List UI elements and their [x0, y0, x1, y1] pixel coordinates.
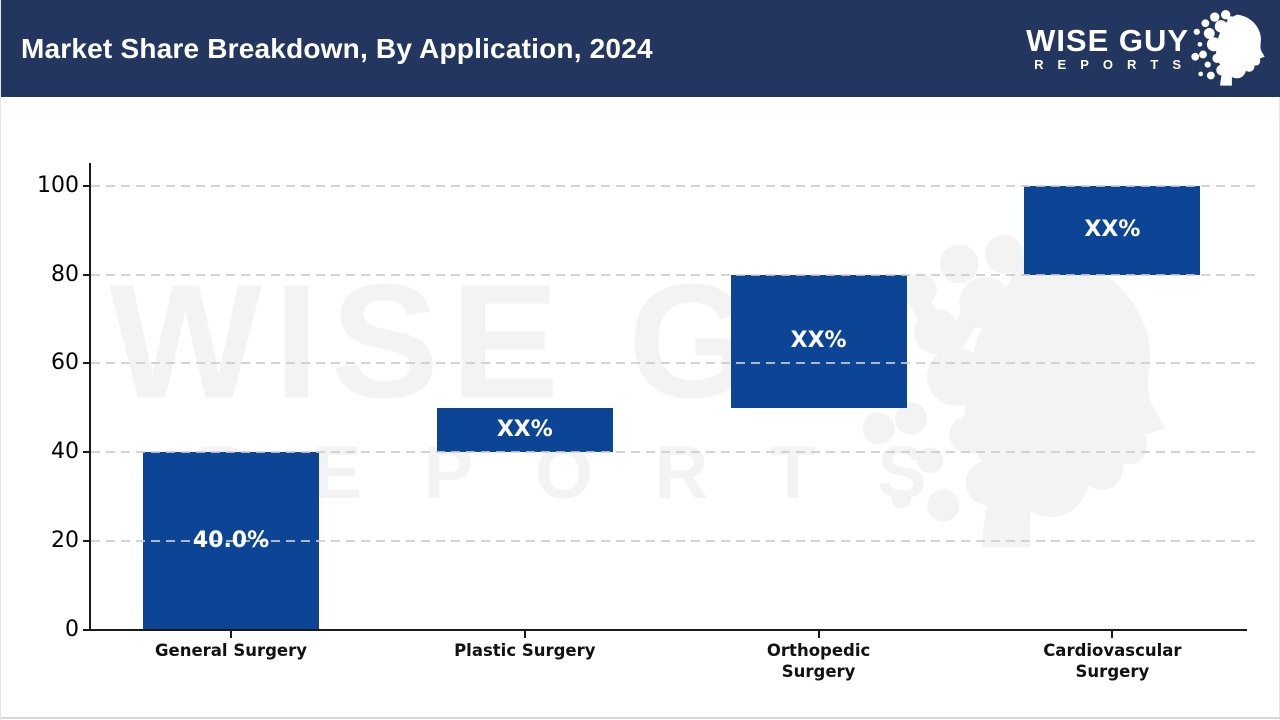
y-axis-tick-label: 80	[51, 261, 79, 287]
watermark-head-icon	[862, 235, 1166, 548]
bottom-border	[1, 717, 1280, 719]
wise-guy-logo: WISE GUY REPORTS	[1020, 0, 1267, 97]
x-axis-category-label: Plastic Surgery	[454, 641, 596, 660]
x-axis-category-label: Orthopedic Surgery	[766, 641, 871, 681]
x-axis-category-label: Cardiovascular Surgery	[1043, 641, 1182, 681]
x-axis-tick	[230, 631, 232, 638]
logo-head-icon	[1191, 9, 1265, 86]
bar-value-label: XX%	[1084, 217, 1141, 243]
y-axis-tick-label: 20	[51, 527, 79, 553]
x-axis-tick	[817, 631, 820, 638]
x-axis-line	[89, 629, 1247, 631]
y-axis-tick	[83, 451, 90, 454]
y-axis-line	[89, 163, 91, 630]
page-title: Market Share Breakdown, By Application, …	[21, 32, 653, 64]
x-axis-tick	[523, 631, 526, 638]
logo-subtext: REPORTS	[1034, 56, 1195, 72]
bar-value-label: 40.0%	[192, 527, 270, 553]
gridline	[91, 185, 1255, 187]
y-axis-tick-label: 40	[51, 439, 79, 465]
gridline	[91, 362, 1255, 365]
x-axis-category-label: General Surgery	[154, 641, 307, 660]
y-axis-tick	[83, 185, 90, 187]
bar-value-label: XX%	[496, 416, 553, 442]
x-axis-tick	[1111, 631, 1114, 638]
bar-cardiovascular-surgery	[1024, 186, 1201, 275]
bar-plastic-surgery	[436, 407, 613, 453]
bar-orthopedic-surgery	[730, 274, 907, 408]
logo-text: WISE GUY REPORTS	[1020, 22, 1195, 73]
gridline	[91, 451, 1255, 454]
bar-value-label: XX%	[790, 328, 847, 354]
y-axis-tick	[83, 273, 90, 276]
y-axis-tick	[83, 628, 90, 631]
y-axis-tick-label: 100	[37, 173, 79, 198]
header-bar: Market Share Breakdown, By Application, …	[1, 0, 1280, 97]
y-axis-tick	[83, 539, 90, 542]
gridline	[91, 273, 1255, 276]
y-axis-tick-label: 0	[65, 616, 79, 642]
gridline	[91, 539, 1255, 542]
y-axis-tick-label: 60	[51, 350, 79, 376]
y-axis-tick	[83, 362, 90, 365]
logo-wordmark: WISE GUY	[1026, 22, 1190, 58]
